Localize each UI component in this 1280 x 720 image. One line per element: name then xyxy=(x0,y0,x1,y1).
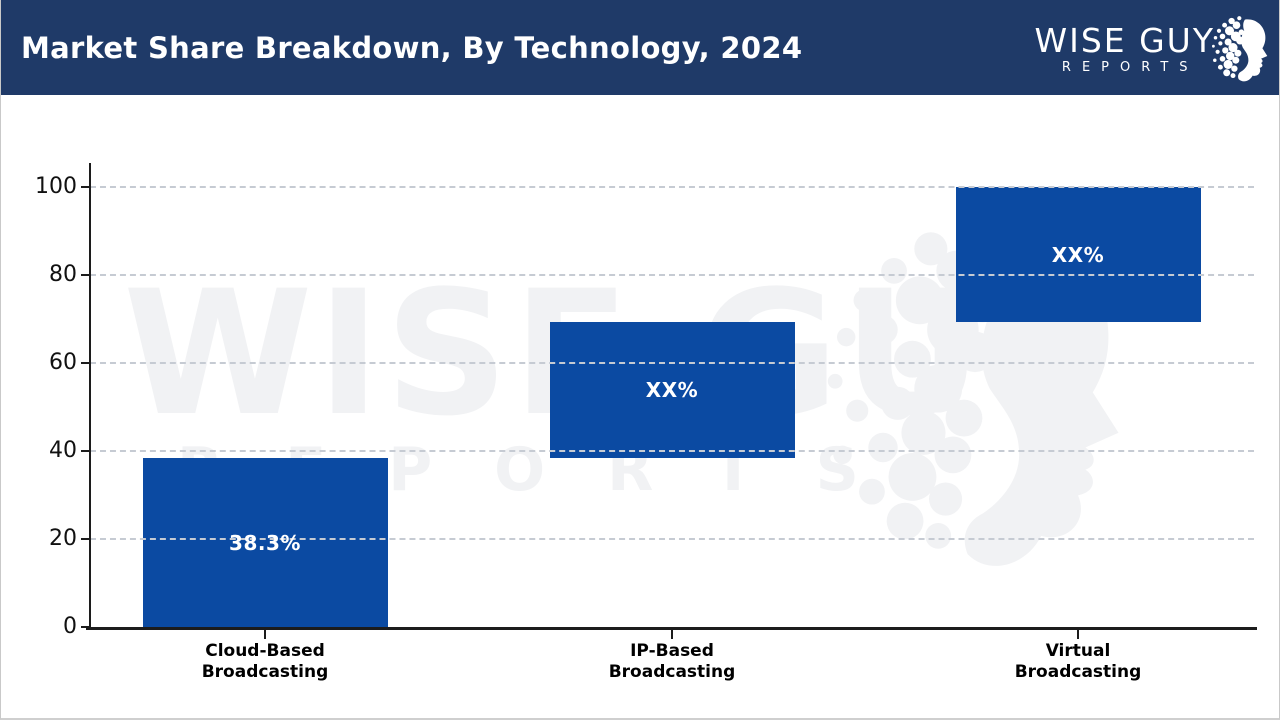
gridline-100 xyxy=(90,186,1254,188)
category-label-0: Cloud-Based Broadcasting xyxy=(201,641,329,682)
bar-segment-0 xyxy=(142,458,388,627)
bar-value-label-1: XX% xyxy=(645,378,699,403)
y-tick-label-40: 40 xyxy=(49,438,77,463)
logo-wordmark: WISE GUY xyxy=(1034,20,1215,60)
y-tick-mark-20 xyxy=(81,538,89,540)
y-tick-label-20: 20 xyxy=(49,526,77,551)
category-label-1: IP-Based Broadcasting xyxy=(608,641,736,682)
logo: WISE GUY REPORTS xyxy=(1034,8,1275,90)
bar-segment-1 xyxy=(549,322,795,459)
y-tick-mark-40 xyxy=(81,450,89,452)
logo-text: WISE GUY REPORTS xyxy=(1034,20,1215,76)
x-tick-mark-0 xyxy=(264,630,266,639)
y-axis-line xyxy=(89,163,91,630)
gridline-40 xyxy=(90,450,1254,452)
logo-reports-text: REPORTS xyxy=(1061,60,1199,76)
x-tick-mark-1 xyxy=(671,630,673,639)
y-tick-label-100: 100 xyxy=(35,174,77,199)
category-label-2: Virtual Broadcasting xyxy=(1014,641,1142,682)
y-tick-mark-80 xyxy=(81,274,89,276)
x-axis-line xyxy=(86,627,1257,630)
y-tick-mark-0 xyxy=(81,626,89,628)
x-tick-mark-2 xyxy=(1077,630,1079,639)
gridline-60 xyxy=(90,362,1254,364)
bar-value-label-2: XX% xyxy=(1051,242,1105,267)
y-tick-label-60: 60 xyxy=(49,350,77,375)
y-tick-mark-100 xyxy=(81,186,89,188)
header-bar: Market Share Breakdown, By Technology, 2… xyxy=(1,0,1279,95)
y-tick-mark-60 xyxy=(81,362,89,364)
y-tick-label-0: 0 xyxy=(63,614,77,639)
gridline-20 xyxy=(90,538,1254,540)
bar-value-label-0: 38.3% xyxy=(229,530,301,555)
y-tick-label-80: 80 xyxy=(49,262,77,287)
gridline-80 xyxy=(90,274,1254,276)
logo-head-icon xyxy=(1212,16,1268,82)
chart-title: Market Share Breakdown, By Technology, 2… xyxy=(21,30,803,65)
